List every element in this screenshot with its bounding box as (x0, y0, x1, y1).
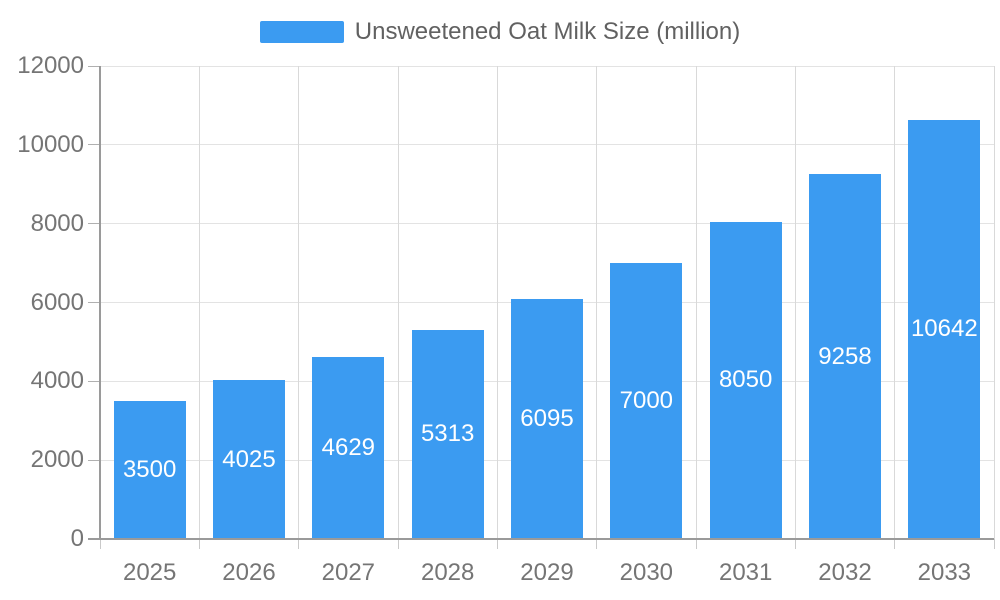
y-axis-line (99, 66, 101, 540)
legend-item[interactable]: Unsweetened Oat Milk Size (million) (0, 18, 1000, 46)
grid-line-vertical (397, 66, 399, 539)
x-axis-tick (596, 539, 598, 549)
y-axis-tick (88, 223, 100, 225)
bar-value-label: 4629 (321, 433, 376, 461)
x-axis-tick (695, 539, 697, 549)
x-axis-tick (397, 539, 399, 549)
x-axis-tick (894, 539, 896, 549)
bar-value-label: 4025 (222, 445, 276, 473)
grid-line-vertical (198, 66, 200, 539)
grid-line-vertical (794, 66, 796, 539)
y-axis-label: 8000 (30, 209, 84, 237)
bar-value-label: 6095 (520, 404, 574, 432)
bar-2026[interactable]: 4025 (213, 380, 285, 539)
bar-value-label: 7000 (619, 387, 674, 415)
legend-swatch (259, 21, 344, 43)
grid-line-vertical (695, 66, 697, 539)
x-axis-label: 2028 (420, 559, 475, 586)
y-axis-tick (88, 65, 100, 67)
bar-2031[interactable]: 8050 (709, 221, 782, 539)
bar-value-label: 10642 (910, 315, 978, 343)
y-axis-label: 10000 (17, 130, 84, 158)
grid-line-horizontal (100, 223, 994, 225)
y-axis-label: 6000 (30, 288, 84, 316)
grid-line-horizontal (100, 144, 994, 146)
x-axis-label: 2026 (222, 559, 276, 586)
y-axis-label: 12000 (17, 52, 84, 79)
x-axis-tick (198, 539, 200, 549)
x-axis-label: 2029 (520, 559, 574, 586)
x-axis-label: 2031 (718, 559, 773, 586)
bar-value-label: 8050 (718, 366, 773, 394)
y-axis-label: 2000 (30, 446, 84, 474)
x-axis-tick (993, 539, 995, 549)
bar-2025[interactable]: 3500 (113, 401, 186, 539)
x-axis-tick (99, 539, 101, 549)
y-axis-tick (88, 459, 100, 461)
x-axis-tick (794, 539, 796, 549)
x-axis-label: 2025 (122, 559, 177, 586)
grid-line-vertical (894, 66, 896, 539)
x-axis-label: 2030 (619, 559, 674, 586)
bar-2027[interactable]: 4629 (312, 356, 385, 539)
y-axis-tick (88, 302, 100, 303)
grid-line-vertical (993, 66, 995, 539)
bar-2030[interactable]: 7000 (610, 263, 683, 539)
bar-2033[interactable]: 10642 (908, 119, 981, 539)
y-axis-tick (88, 144, 100, 146)
x-axis-label: 2032 (818, 559, 872, 586)
bar-2028[interactable]: 5313 (411, 329, 484, 539)
bar-value-label: 3500 (122, 456, 177, 483)
x-axis-tick (496, 539, 498, 549)
grid-line-vertical (596, 66, 598, 539)
y-axis-label: 4000 (30, 367, 84, 395)
grid-line-vertical (298, 66, 300, 539)
x-axis-line (88, 538, 994, 540)
y-axis-label: 0 (70, 525, 84, 552)
x-axis-tick (298, 539, 300, 549)
x-axis-label: 2033 (917, 559, 972, 586)
bar-2032[interactable]: 9258 (809, 174, 881, 539)
bar-2029[interactable]: 6095 (511, 298, 583, 539)
y-axis-tick (88, 380, 100, 382)
x-axis-label: 2027 (321, 559, 376, 586)
bar-value-label: 9258 (818, 342, 872, 370)
grid-line-horizontal (100, 65, 994, 67)
grid-line-vertical (496, 66, 498, 539)
legend-label: Unsweetened Oat Milk Size (million) (354, 18, 741, 45)
bar-value-label: 5313 (420, 420, 475, 448)
